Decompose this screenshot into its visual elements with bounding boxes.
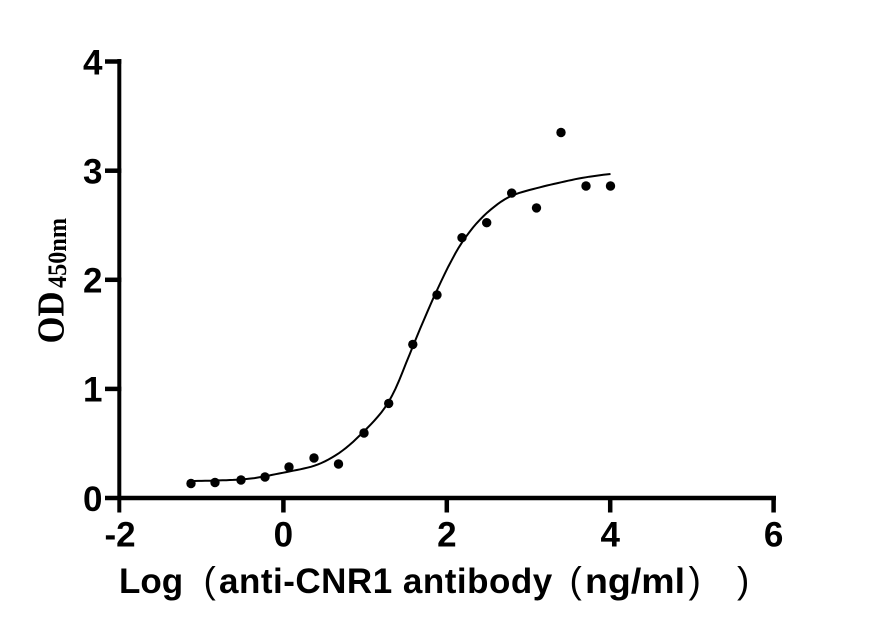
svg-text:OD: OD xyxy=(31,292,73,344)
svg-text:Log: Log xyxy=(119,562,183,601)
svg-text:): ) xyxy=(689,560,701,601)
svg-text:): ) xyxy=(737,560,749,601)
svg-text:4: 4 xyxy=(83,43,103,82)
svg-text:(: ( xyxy=(204,560,217,601)
svg-text:3: 3 xyxy=(83,153,102,192)
svg-text:6: 6 xyxy=(764,515,783,554)
svg-text:2: 2 xyxy=(83,262,102,301)
svg-text:anti-CNR1 antibody: anti-CNR1 antibody xyxy=(219,562,553,601)
svg-text:0: 0 xyxy=(274,515,293,554)
svg-text:0: 0 xyxy=(83,480,102,519)
svg-text:1: 1 xyxy=(83,371,102,410)
svg-text:4: 4 xyxy=(600,515,620,554)
svg-text:(: ( xyxy=(570,560,583,601)
svg-text:ng/ml: ng/ml xyxy=(585,562,685,601)
svg-text:450nm: 450nm xyxy=(43,218,72,288)
svg-text:2: 2 xyxy=(437,515,456,554)
svg-text:-2: -2 xyxy=(104,515,135,554)
